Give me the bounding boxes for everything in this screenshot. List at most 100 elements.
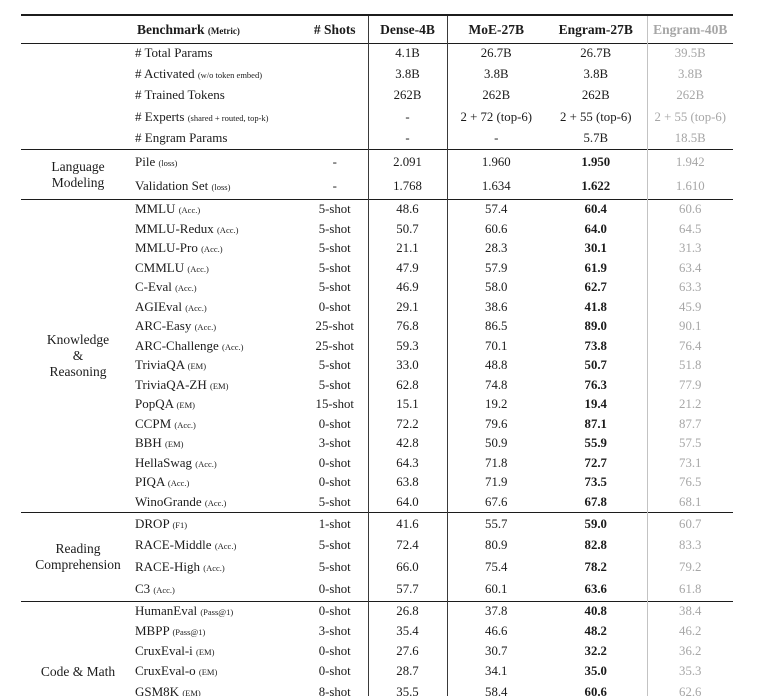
table-row: CruxEval-o (EM) 0-shot 28.7 34.1 35.0 35.3 [21,662,733,683]
benchmark-name-cell: # Activated (w/o token embed) [135,65,302,86]
engram-40b-value: 46.2 [679,624,702,639]
engram-40b-value: 73.1 [679,455,702,470]
moe-27b-value: 1.960 [481,154,511,169]
table-row: MMLU-Redux (Acc.) 5-shot 50.7 60.6 64.0 64.5 [21,219,733,240]
benchmark-name: HellaSwag [135,454,193,470]
moe-27b-value: 79.6 [485,416,508,431]
engram-40b-value: 63.3 [679,280,702,295]
benchmark-name-cell: CruxEval-i (EM) [135,642,302,662]
benchmark-name: MBPP [135,623,170,639]
benchmark-metric: (F1) [172,519,188,530]
engram-27b-value: 40.8 [545,601,648,622]
shots-value: 5-shot [302,199,369,220]
dense-4b-value: 72.4 [368,535,448,558]
engram-40b-value: 76.5 [679,475,702,490]
benchmark-metric: (Acc.) [178,205,201,216]
shots-value: 0-shot [302,414,369,435]
category-label [21,43,135,149]
engram-40b-value: 83.3 [679,538,702,553]
table-row: Reading Comprehension DROP (F1) 1-shot 41.6… [21,512,733,572]
engram-40b-value: 61.8 [679,582,702,597]
category-label: Language Modeling [51,158,105,190]
benchmark-metric: (EM) [187,361,207,372]
table-row: # Engram Params - - 5.7B 18.5B [21,127,733,150]
table-row: # Activated (w/o token embed) 3.8B 3.8B 3.8… [21,64,733,86]
benchmark-name: # Engram Params [135,129,228,145]
benchmark-name: HumanEval [135,603,198,619]
benchmark-name-cell: MMLU-Pro (Acc.) [135,239,302,259]
shots-value: 3-shot [302,434,369,454]
moe-27b-value: 19.2 [485,397,508,412]
shots-value: 5-shot [302,356,369,376]
benchmark-metric: (loss) [158,157,178,168]
moe-27b-value: 67.6 [485,494,508,509]
table-row: MBPP (Pass@1) 3-shot 35.4 46.6 48.2 46.2 [21,621,733,643]
moe-27b-value: 57.9 [485,260,508,275]
dense-4b-value: - [368,127,448,150]
table-row: # Total Params 4.1B 26.7B 26.7B 39.5B [21,43,733,65]
table-row: ARC-Easy (Acc.) 25-shot 76.8 86.5 89.0 90.1 [21,317,733,337]
benchmark-name: CMMLU [135,259,185,275]
engram-40b-value: 76.4 [679,338,702,353]
benchmark-metric: (Acc.) [185,302,207,313]
benchmark-metric: (loss) [211,182,231,193]
shots-value [302,64,369,86]
table-row: C-Eval (Acc.) 5-shot 46.9 58.0 62.7 63.3 [21,278,733,298]
header-row: Benchmark (Metric) # Shots Dense-4B MoE-… [21,15,733,43]
benchmark-name-cell: PIQA (Acc.) [135,473,302,493]
table-row: C3 (Acc.) 0-shot 57.7 60.1 63.6 61.8 [21,578,733,602]
dense-4b-value: 35.4 [368,621,448,643]
benchmark-results-table: Benchmark (Metric) # Shots Dense-4B MoE-… [21,14,733,696]
moe-27b-value: 75.4 [485,560,508,575]
benchmark-name-cell: TriviaQA (EM) [135,356,302,376]
dense-4b-value: 262B [368,85,448,107]
benchmark-metric: (Acc.) [195,458,217,469]
engram-27b-value: 262B [545,85,648,107]
engram-40b-value: 31.3 [679,241,702,256]
engram-27b-value: 35.0 [545,662,648,683]
table-row: TriviaQA-ZH (EM) 5-shot 62.8 74.8 76.3 77.9 [21,375,733,396]
moe-27b-value: 37.8 [485,604,508,619]
shots-value: 25-shot [302,317,369,337]
benchmark-name-cell: # Engram Params [135,128,302,150]
table-row: Knowledge & Reasoning MMLU (Acc.) 5-shot 48… [21,199,733,379]
engram-27b-value: 63.6 [545,578,648,602]
dense-4b-value: 66.0 [368,557,448,579]
dense-4b-value: 64.3 [368,453,448,474]
benchmark-metric: (Acc.) [214,541,237,552]
benchmark-name-cell: HumanEval (Pass@1) [135,601,302,622]
benchmark-name-cell: CMMLU (Acc.) [135,259,302,279]
engram-27b-value: 59.0 [545,512,648,536]
dense-4b-value: 3.8B [368,64,448,86]
shots-value: 5-shot [302,219,369,240]
benchmark-name-cell: MMLU-Redux (Acc.) [135,220,302,240]
benchmark-name: CruxEval-o [135,663,196,679]
dense-4b-value: 63.8 [368,473,448,493]
table-row: WinoGrande (Acc.) 5-shot 64.0 67.6 67.8 68.1 [21,492,733,513]
section: # Total Params 4.1B 26.7B 26.7B 39.5B # Acti… [21,43,733,150]
benchmark-name: MMLU-Pro [135,240,198,256]
moe-27b-value: - [494,130,499,145]
table-row: CCPM (Acc.) 0-shot 72.2 79.6 87.1 87.7 [21,414,733,435]
dense-4b-value: 47.9 [368,258,448,279]
engram-40b-value: 64.5 [679,221,702,236]
moe-27b-value: 86.5 [485,319,508,334]
engram-40b-value: 45.9 [679,299,702,314]
dense-4b-value: 57.7 [368,578,448,602]
header-shots: # Shots [302,15,369,43]
engram-27b-value: 19.4 [545,395,648,415]
table-row: CMMLU (Acc.) 5-shot 47.9 57.9 61.9 63.4 [21,258,733,279]
benchmark-name-cell: BBH (EM) [135,434,302,454]
moe-27b-value: 58.0 [485,280,508,295]
benchmark-name: RACE-High [135,559,200,575]
shots-value [302,106,369,128]
shots-value: - [302,174,369,200]
shots-value [302,43,369,65]
engram-27b-value: 67.8 [545,492,648,513]
benchmark-metric: (Acc.) [174,419,196,430]
benchmark-name: DROP [135,515,170,531]
table-row: AGIEval (Acc.) 0-shot 29.1 38.6 41.8 45.9 [21,297,733,318]
moe-27b-value: 58.4 [485,684,508,696]
shots-value: 0-shot [302,473,369,493]
